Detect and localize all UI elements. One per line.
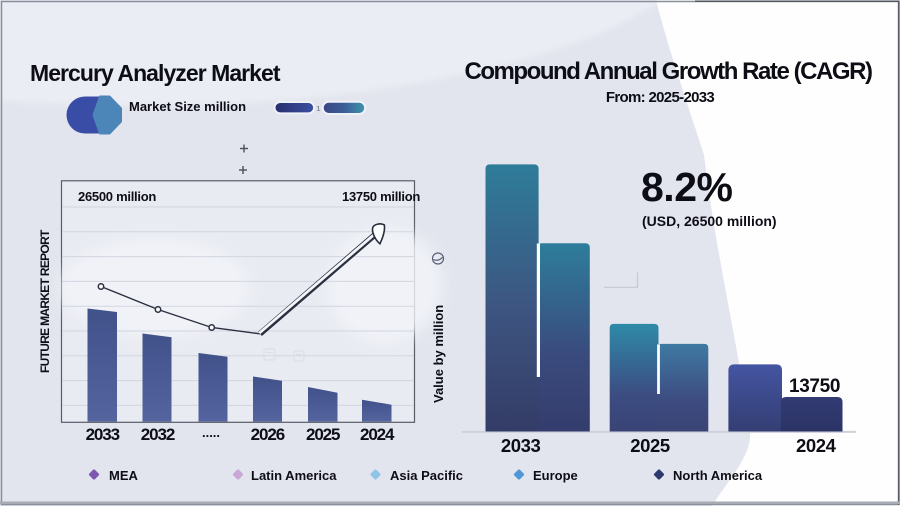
svg-text:1: 1 (316, 104, 320, 113)
